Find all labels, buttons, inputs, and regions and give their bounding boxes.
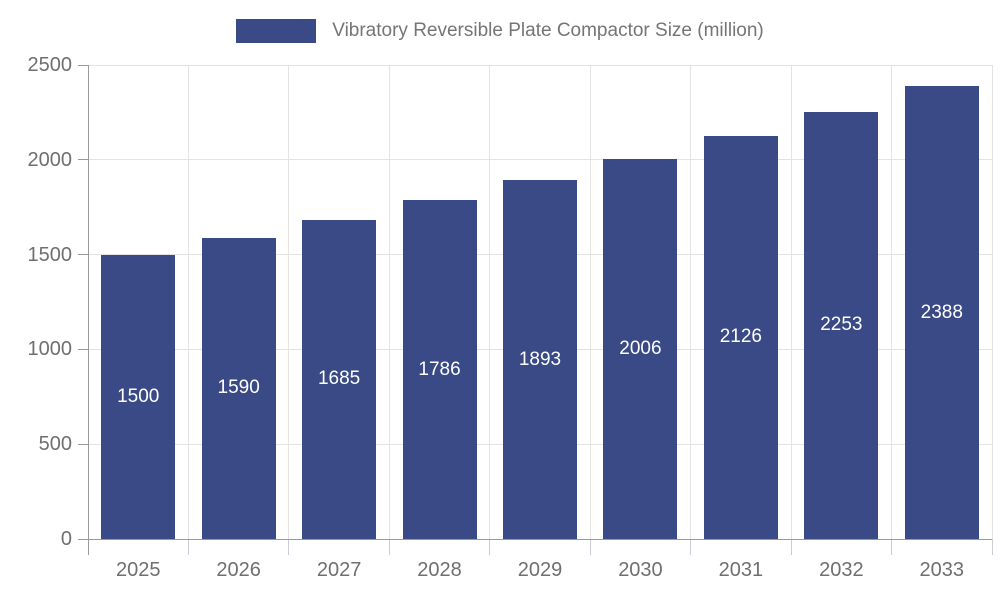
x-axis-tick-label: 2033 [919,559,965,581]
gridline-vertical [187,65,189,539]
bar-value-label: 2388 [920,301,963,323]
bar [703,135,778,539]
x-axis-tick [288,539,290,555]
bar-value-label: 1786 [418,358,461,380]
y-axis-tick-label: 500 [38,433,72,456]
bar [302,219,377,539]
x-axis-tick [690,539,692,555]
legend[interactable]: Vibratory Reversible Plate Compactor Siz… [0,19,1000,43]
y-axis-tick-label: 0 [60,528,72,550]
bar-value-label: 1500 [117,385,160,407]
gridline-vertical [891,65,893,539]
x-axis-tick [489,539,491,555]
bar [904,86,979,539]
bar [603,158,678,539]
x-axis-tick [589,539,591,555]
gridline-horizontal [88,159,992,161]
bar [101,254,176,539]
x-axis-tick-label: 2029 [517,559,563,581]
x-axis-tick-label: 2032 [819,559,864,581]
x-axis-tick-label: 2028 [417,559,462,581]
legend-swatch [236,19,317,43]
gridline-horizontal [88,64,992,66]
x-axis-tick [891,539,893,555]
y-axis-tick-label: 1500 [27,243,73,266]
gridline-vertical [589,65,591,539]
y-axis-line [87,65,89,555]
y-axis-tick-label: 1000 [27,338,73,361]
x-axis-tick [991,539,993,555]
bar-value-label: 1590 [217,377,260,399]
bar-value-label: 1685 [317,368,361,390]
x-axis-tick-label: 2027 [316,559,362,581]
x-axis-line [78,538,992,540]
y-axis-tick [78,159,88,161]
x-axis-tick [388,539,390,555]
x-axis-tick [187,539,189,555]
legend-label: Vibratory Reversible Plate Compactor Siz… [332,20,764,41]
y-axis-tick [78,64,88,66]
bar-value-label: 2006 [619,337,662,359]
bar-value-label: 1893 [518,348,562,370]
x-axis-tick [790,539,792,555]
gridline-vertical [790,65,792,539]
y-axis-tick [78,443,88,445]
bar-value-label: 2253 [820,314,863,336]
x-axis-tick-label: 2030 [618,559,663,581]
bar-value-label: 2126 [719,326,763,348]
gridline-vertical [388,65,390,539]
y-axis-tick [78,254,88,256]
bar [804,111,879,539]
y-axis-tick-label: 2000 [27,148,73,171]
gridline-vertical [489,65,491,539]
gridline-vertical [690,65,692,539]
bar [402,200,477,539]
bar [201,237,276,539]
bar [503,180,577,539]
x-axis-tick-label: 2026 [216,559,261,581]
x-axis-tick-label: 2025 [115,559,161,581]
gridline-vertical [991,65,993,539]
y-axis-tick [78,348,88,350]
x-axis-tick-label: 2031 [718,559,764,581]
y-axis-tick-label: 2500 [27,54,73,76]
gridline-vertical [288,65,290,539]
